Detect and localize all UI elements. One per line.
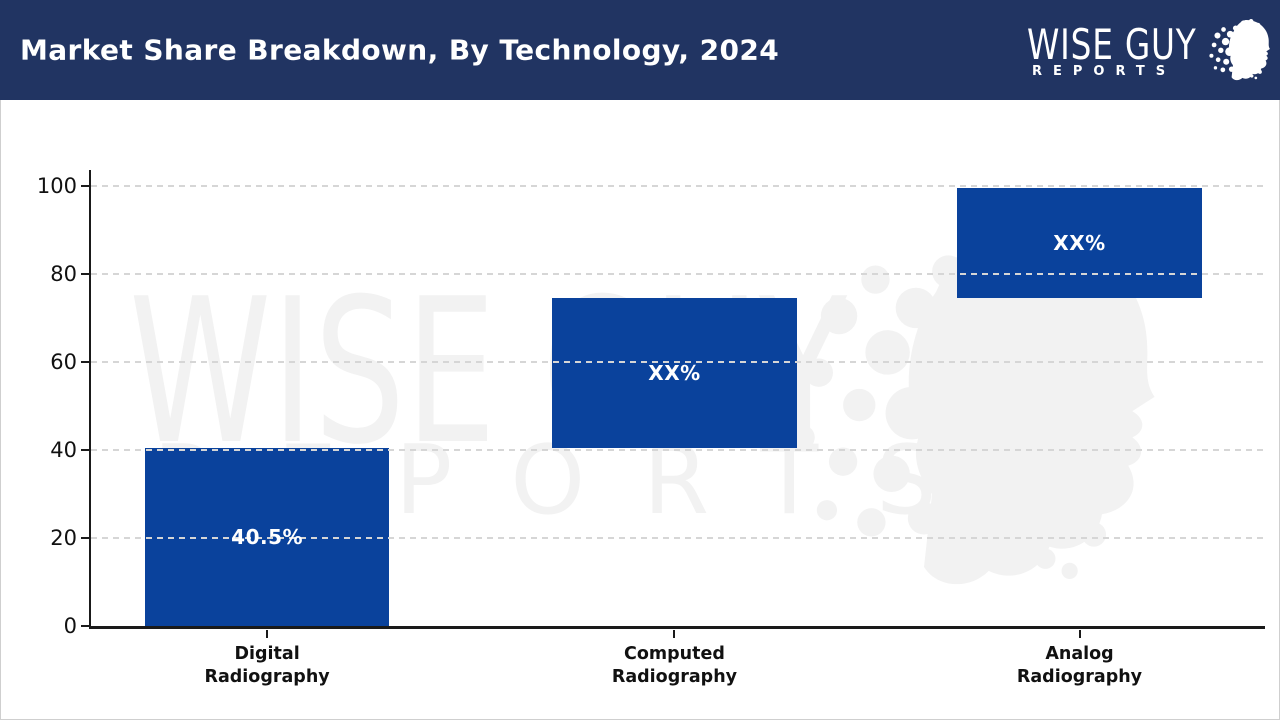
chart-area: WISE GUY REPORTS 40.5% XX% XX% 0 20 40 60 80 10… [0,100,1280,720]
page-title: Market Share Breakdown, By Technology, 2… [20,33,780,67]
y-tick [81,184,89,187]
bar [145,447,390,626]
y-tick [81,625,89,627]
y-tick-label: 60 [50,349,77,374]
header-bar: Market Share Breakdown, By Technology, 2… [0,0,1280,100]
y-tick [81,360,89,363]
wiseguy-head-logo-icon [1202,4,1276,96]
y-tick-label: 20 [50,525,77,550]
y-tick-label: 0 [63,614,77,638]
x-category-label: Digital Radiography [204,644,330,687]
bars-layer [91,170,1265,626]
y-tick-label: 80 [50,261,77,286]
y-tick [81,448,89,451]
logo-wordmark: WISE GUY [1027,20,1197,69]
x-tick [266,630,269,638]
plot-area: 40.5% XX% XX% 0 20 40 60 80 100 Digital Radiogra… [37,170,1265,687]
logo-subtext: REPORTS [1032,64,1177,79]
bar [552,298,797,448]
x-tick [673,630,676,638]
y-tick [81,536,89,539]
x-category-label: Analog Radiography [1016,644,1143,687]
bar-value-label: XX% [1053,231,1106,256]
wiseguy-logo: WISE GUY REPORTS [1027,0,1272,100]
value-labels-layer: 40.5% XX% XX% [91,170,1265,626]
y-tick-label: 100 [36,173,77,198]
bar-value-label: XX% [648,360,701,385]
y-tick [81,272,89,275]
bar-value-label: 40.5% [231,524,304,549]
y-tick-label: 40 [50,437,77,462]
x-tick [1078,630,1081,638]
bar [957,188,1202,299]
x-category-label: Computed Radiography [611,644,738,687]
